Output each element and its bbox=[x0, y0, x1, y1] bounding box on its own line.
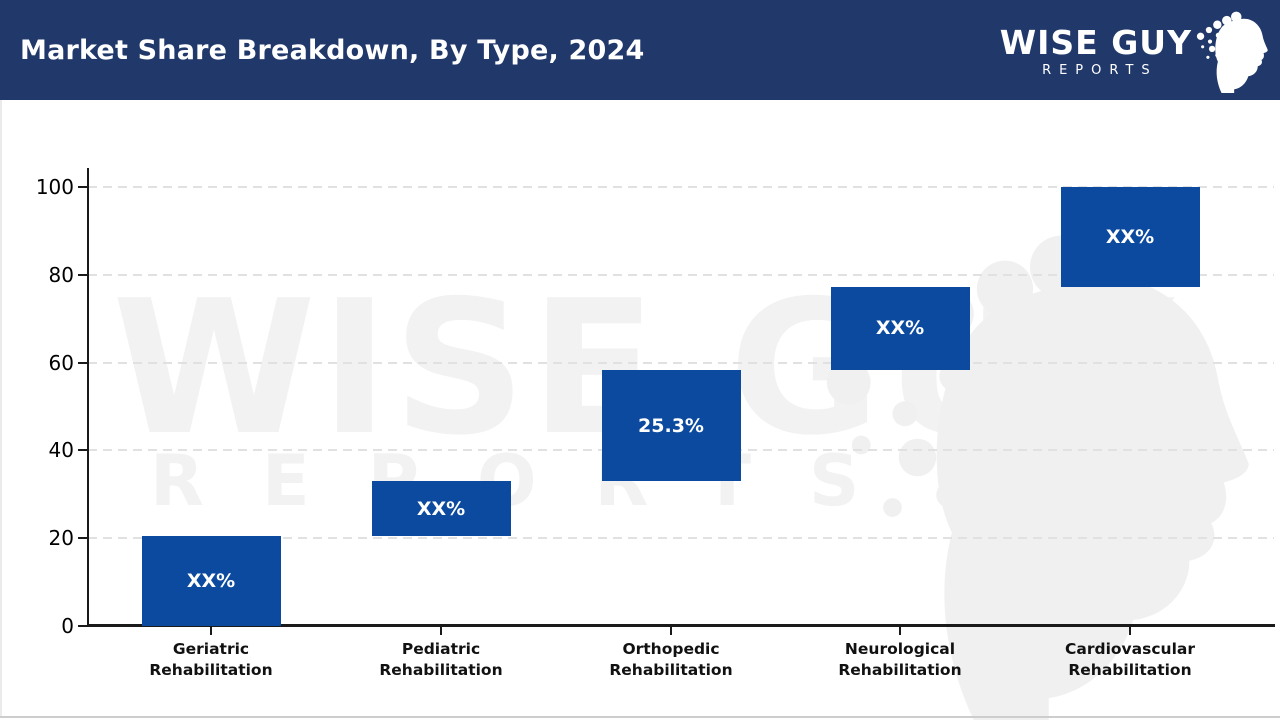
brand-face-dots-icon bbox=[1196, 11, 1268, 93]
x-category-label-line: Geriatric bbox=[172, 640, 250, 658]
bar-segment: XX% bbox=[141, 536, 281, 626]
bottom-frame-line bbox=[0, 716, 1280, 718]
y-tick-mark bbox=[78, 186, 87, 188]
x-category-label-line: Rehabilitation bbox=[838, 661, 962, 679]
bar-segment: XX% bbox=[371, 481, 511, 536]
y-tick-mark bbox=[78, 273, 87, 276]
x-category-label: Neurological Rehabilitation bbox=[790, 639, 1010, 681]
bar-segment: XX% bbox=[830, 286, 970, 371]
bar-value-label: XX% bbox=[1105, 225, 1155, 248]
x-category-label: Pediatric Rehabilitation bbox=[331, 639, 551, 681]
bar-value-label: 25.3% bbox=[638, 414, 704, 437]
x-tick-mark bbox=[210, 626, 212, 635]
x-category-label-line: Cardiovascular bbox=[1065, 640, 1195, 658]
left-frame-line bbox=[0, 100, 2, 718]
x-category-label-line: Rehabilitation bbox=[149, 661, 273, 679]
bar-value-label: XX% bbox=[416, 497, 466, 520]
y-gridline bbox=[88, 186, 1274, 188]
y-tick-label: 0 bbox=[61, 614, 74, 638]
y-tick-label: 20 bbox=[48, 526, 74, 551]
page-title: Market Share Breakdown, By Type, 2024 bbox=[20, 34, 645, 66]
x-category-label-line: Rehabilitation bbox=[609, 661, 733, 679]
y-gridline bbox=[88, 273, 1274, 276]
y-gridline bbox=[88, 361, 1274, 364]
x-category-label-line: Rehabilitation bbox=[379, 661, 503, 679]
brand-logo-text: WISE GUY REPORTS bbox=[999, 22, 1192, 78]
x-category-label-line: Neurological bbox=[844, 640, 956, 658]
x-category-label: Cardiovascular Rehabilitation bbox=[1020, 639, 1240, 681]
waterfall-chart: 0 20 40 60 80 100 Geriatric Rehabilitation Pedia… bbox=[0, 100, 1280, 720]
bar-segment: XX% bbox=[1060, 187, 1200, 287]
x-category-label: Orthopedic Rehabilitation bbox=[561, 639, 781, 681]
y-gridline bbox=[88, 537, 1274, 540]
bar-value-label: XX% bbox=[875, 317, 925, 340]
x-tick-mark bbox=[440, 626, 442, 635]
x-axis-spine bbox=[87, 624, 1275, 627]
x-tick-mark bbox=[670, 626, 672, 635]
x-category-label: Geriatric Rehabilitation bbox=[101, 639, 321, 681]
x-category-label-line: Pediatric bbox=[401, 640, 481, 658]
y-tick-label: 60 bbox=[48, 350, 74, 375]
y-tick-mark bbox=[78, 449, 87, 452]
brand-logo-secondary: REPORTS bbox=[1042, 62, 1158, 78]
brand-logo-primary: WISE GUY bbox=[999, 22, 1192, 62]
x-category-label-line: Rehabilitation bbox=[1068, 661, 1192, 679]
header-bar: Market Share Breakdown, By Type, 2024 WI… bbox=[0, 0, 1280, 100]
y-tick-mark bbox=[78, 625, 87, 627]
y-axis-spine bbox=[87, 168, 89, 627]
y-tick-label: 80 bbox=[48, 262, 74, 287]
y-tick-label: 40 bbox=[48, 438, 74, 463]
y-tick-mark bbox=[78, 537, 87, 540]
y-tick-mark bbox=[78, 361, 87, 364]
bar-segment: 25.3% bbox=[601, 370, 741, 482]
bar-value-label: XX% bbox=[186, 569, 236, 592]
brand-logo: WISE GUY REPORTS bbox=[1000, 6, 1268, 96]
y-tick-label: 100 bbox=[35, 175, 74, 199]
x-tick-mark bbox=[1129, 626, 1131, 635]
x-tick-mark bbox=[899, 626, 901, 635]
x-category-label-line: Orthopedic bbox=[622, 640, 720, 658]
